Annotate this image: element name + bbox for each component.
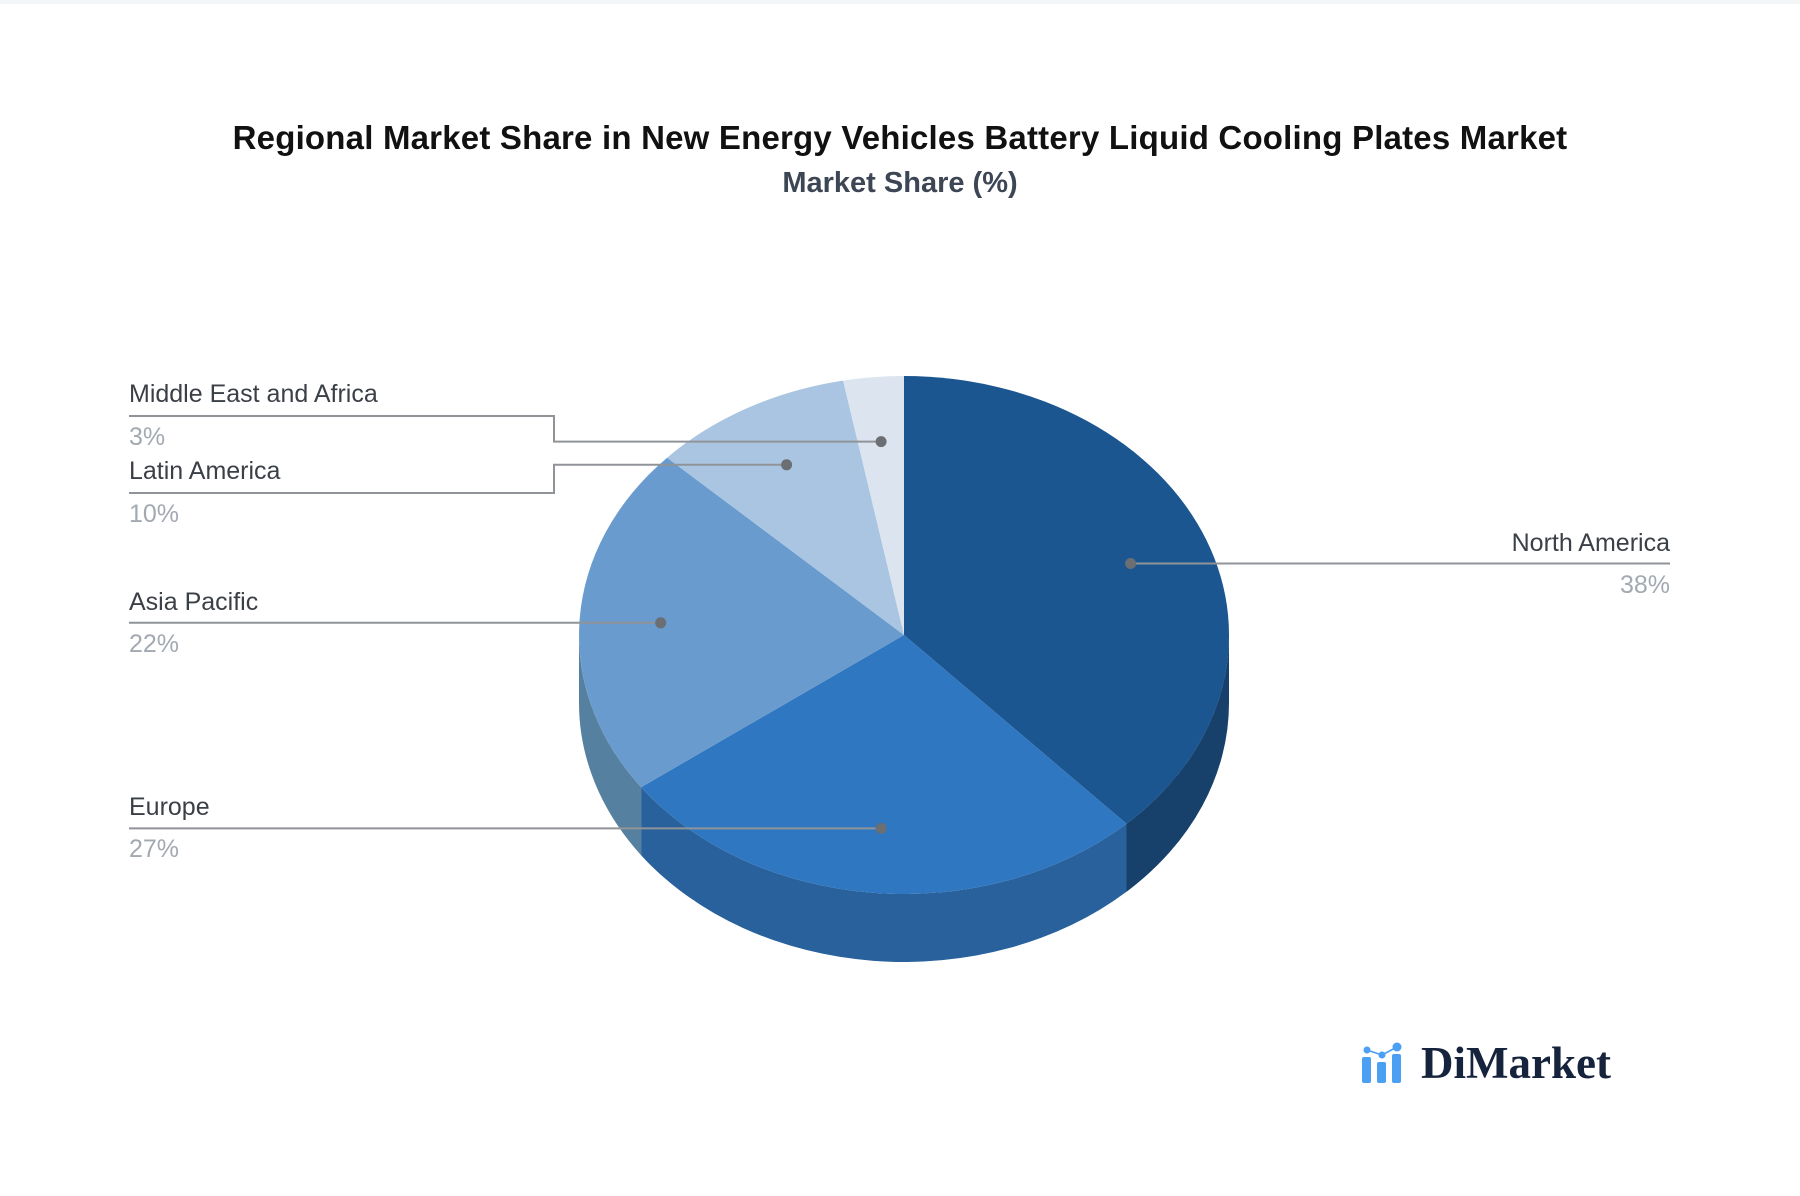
callout-label-north-america: North America [1511, 529, 1670, 557]
callout-dot-middle-east-and-africa [875, 436, 887, 448]
pie-slice-side-asia-pacific [579, 635, 642, 856]
callout-dot-europe [875, 822, 887, 834]
pie-slice-side-north-america [1126, 635, 1229, 892]
callout-percent-asia-pacific: 22% [129, 630, 180, 658]
logo-dot-2 [1378, 1051, 1386, 1059]
callout-dot-asia-pacific [655, 617, 667, 629]
chart-subtitle: Market Share (%) [782, 167, 1018, 199]
pie-slice-asia-pacific [579, 457, 904, 788]
callout-percent-europe: 27% [129, 835, 180, 863]
callout-label-europe: Europe [129, 793, 210, 821]
callout-percent-north-america: 38% [1619, 571, 1670, 599]
bar-line-chart-icon [1362, 1042, 1402, 1083]
pie-slice-side-europe [641, 787, 1127, 962]
callout-line-middle-east-and-africa [129, 415, 882, 443]
logo-bar-2 [1377, 1062, 1386, 1083]
callout-percent-latin-america: 10% [129, 500, 180, 528]
logo-dot-1 [1363, 1046, 1371, 1054]
callout-label-asia-pacific: Asia Pacific [129, 588, 259, 616]
pie-slice-north-america [904, 376, 1230, 824]
logo-bar-3 [1392, 1054, 1401, 1083]
logo-bar-1 [1362, 1057, 1371, 1083]
callout-label-middle-east-and-africa: Middle East and Africa [129, 380, 378, 408]
logo-dot-3 [1392, 1042, 1402, 1052]
callout-line-latin-america [129, 463, 787, 494]
chart-title: Regional Market Share in New Energy Vehi… [232, 119, 1568, 156]
callout-dot-latin-america [781, 459, 793, 471]
callout-label-latin-america: Latin America [129, 457, 281, 485]
callout-percent-middle-east-and-africa: 3% [129, 423, 166, 451]
pie-slice-latin-america [667, 380, 904, 635]
brand-logo-text: DiMarket [1421, 1037, 1611, 1088]
callout-dot-north-america [1125, 558, 1137, 569]
top-edge-strip [0, 0, 1800, 4]
brand-logo: DiMarket [1358, 1038, 1611, 1088]
